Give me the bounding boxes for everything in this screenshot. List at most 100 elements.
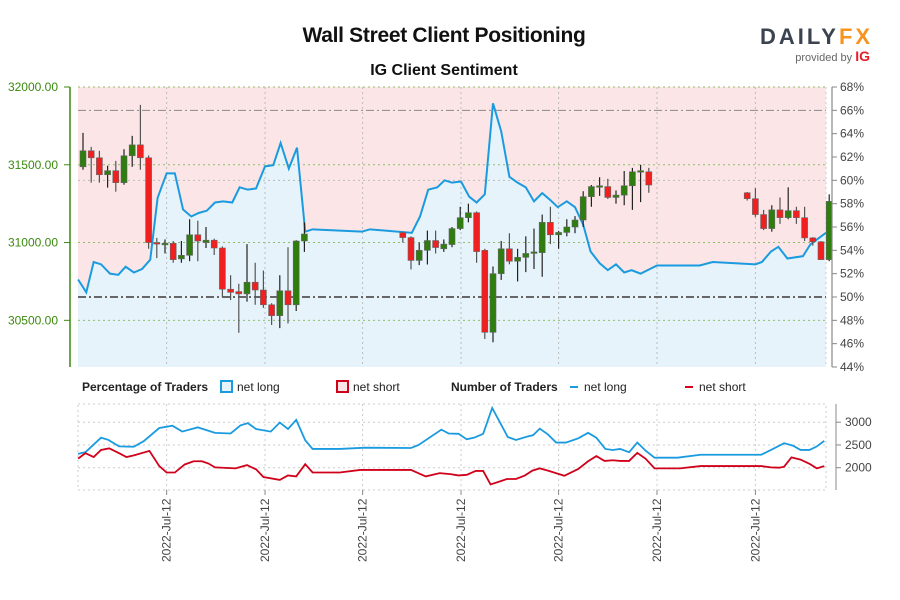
candle-body — [620, 185, 628, 196]
right-axis-label: 60% — [840, 173, 864, 187]
right-axis-label: 66% — [840, 103, 864, 117]
candle — [588, 185, 595, 207]
legend-num-long[interactable]: net long — [570, 380, 627, 394]
candle-body — [276, 290, 284, 316]
traders-axis-label: 3000 — [845, 415, 872, 429]
candle — [161, 239, 169, 254]
logo-brand-b: FX — [838, 24, 874, 49]
right-axis-label: 52% — [840, 267, 864, 281]
candle — [407, 236, 415, 270]
candle-body — [743, 192, 751, 199]
candle — [637, 164, 644, 203]
candle-body — [825, 201, 833, 260]
candle — [186, 219, 193, 262]
candle-body — [87, 150, 95, 159]
candle-body — [145, 157, 152, 243]
date-label: 2022-Jul-12 — [258, 498, 272, 562]
candle — [284, 247, 292, 324]
candle — [760, 209, 767, 231]
candle-body — [137, 144, 144, 159]
candle-body — [104, 170, 111, 176]
candle-body — [497, 248, 505, 274]
candle-body — [809, 237, 817, 243]
candle-body — [563, 226, 571, 233]
candle — [629, 167, 636, 210]
candle-body — [424, 240, 431, 251]
candle-body — [801, 217, 808, 239]
candle-body — [210, 239, 218, 249]
candle — [547, 206, 554, 245]
candle — [563, 219, 571, 237]
ig-logo: IG — [855, 48, 870, 64]
legend-pct-title: Percentage of Traders — [82, 380, 209, 394]
candle-body — [465, 212, 472, 218]
right-axis-label: 64% — [840, 127, 864, 141]
candle-body — [489, 273, 497, 333]
candle — [153, 237, 161, 259]
candle — [612, 190, 620, 204]
legend-num-short[interactable]: net short — [685, 380, 746, 394]
candle-body — [153, 242, 161, 245]
legend-pct-short[interactable]: net short — [336, 380, 400, 394]
legend-num-title: Number of Traders — [451, 380, 558, 394]
candle-body — [227, 288, 234, 293]
candle — [768, 205, 776, 232]
left-axis-label: 30500.00 — [8, 313, 58, 327]
candle-body — [579, 196, 587, 221]
candle-body — [645, 171, 653, 186]
candle — [178, 241, 185, 263]
candle-body — [571, 219, 579, 228]
candle-body — [251, 281, 259, 291]
sentiment-line — [77, 103, 827, 295]
candle-body — [784, 210, 792, 218]
candle-body — [522, 253, 530, 258]
candle — [87, 146, 95, 183]
candle — [210, 238, 218, 255]
right-axis-label: 56% — [840, 220, 864, 234]
right-axis-label: 50% — [840, 290, 864, 304]
candle — [776, 197, 784, 224]
candle — [194, 220, 202, 262]
date-label: 2022-Jul-12 — [454, 498, 468, 562]
candle — [506, 233, 513, 265]
candle — [243, 244, 251, 302]
candle — [489, 266, 497, 343]
candle — [415, 242, 423, 266]
candle-body — [301, 233, 308, 242]
candle — [817, 241, 825, 260]
candle-body — [292, 240, 300, 306]
date-label: 2022-Jul-12 — [748, 498, 762, 562]
left-axis-label: 32000.00 — [8, 80, 58, 94]
candle — [120, 149, 128, 185]
candle — [301, 222, 308, 252]
dailyfx-logo: DAILYFX provided by IG — [760, 24, 870, 64]
candle — [809, 237, 817, 246]
candle — [276, 275, 284, 329]
candle — [571, 216, 579, 234]
candle-body — [760, 214, 767, 229]
candle-body — [243, 281, 251, 295]
candle — [424, 230, 431, 265]
candle-body — [547, 222, 554, 236]
candle — [530, 228, 538, 269]
square-icon — [336, 380, 349, 393]
date-label: 2022-Jul-12 — [552, 498, 566, 562]
square-icon — [220, 380, 233, 393]
date-label: 2022-Jul-12 — [356, 498, 370, 562]
candle — [104, 165, 111, 188]
legend-pct-long[interactable]: net long — [220, 380, 280, 394]
candle — [219, 246, 226, 297]
right-axis-label: 58% — [840, 197, 864, 211]
candle-body — [186, 234, 193, 256]
candle — [440, 239, 448, 252]
candle — [235, 283, 243, 333]
date-label: 2022-Jul-12 — [650, 498, 664, 562]
candle-body — [604, 186, 612, 198]
candle-body — [399, 232, 407, 238]
candle-body — [161, 243, 169, 246]
candle — [169, 241, 177, 263]
candle-body — [456, 217, 464, 229]
candle — [514, 248, 521, 282]
net-long-traders-line — [77, 405, 825, 459]
